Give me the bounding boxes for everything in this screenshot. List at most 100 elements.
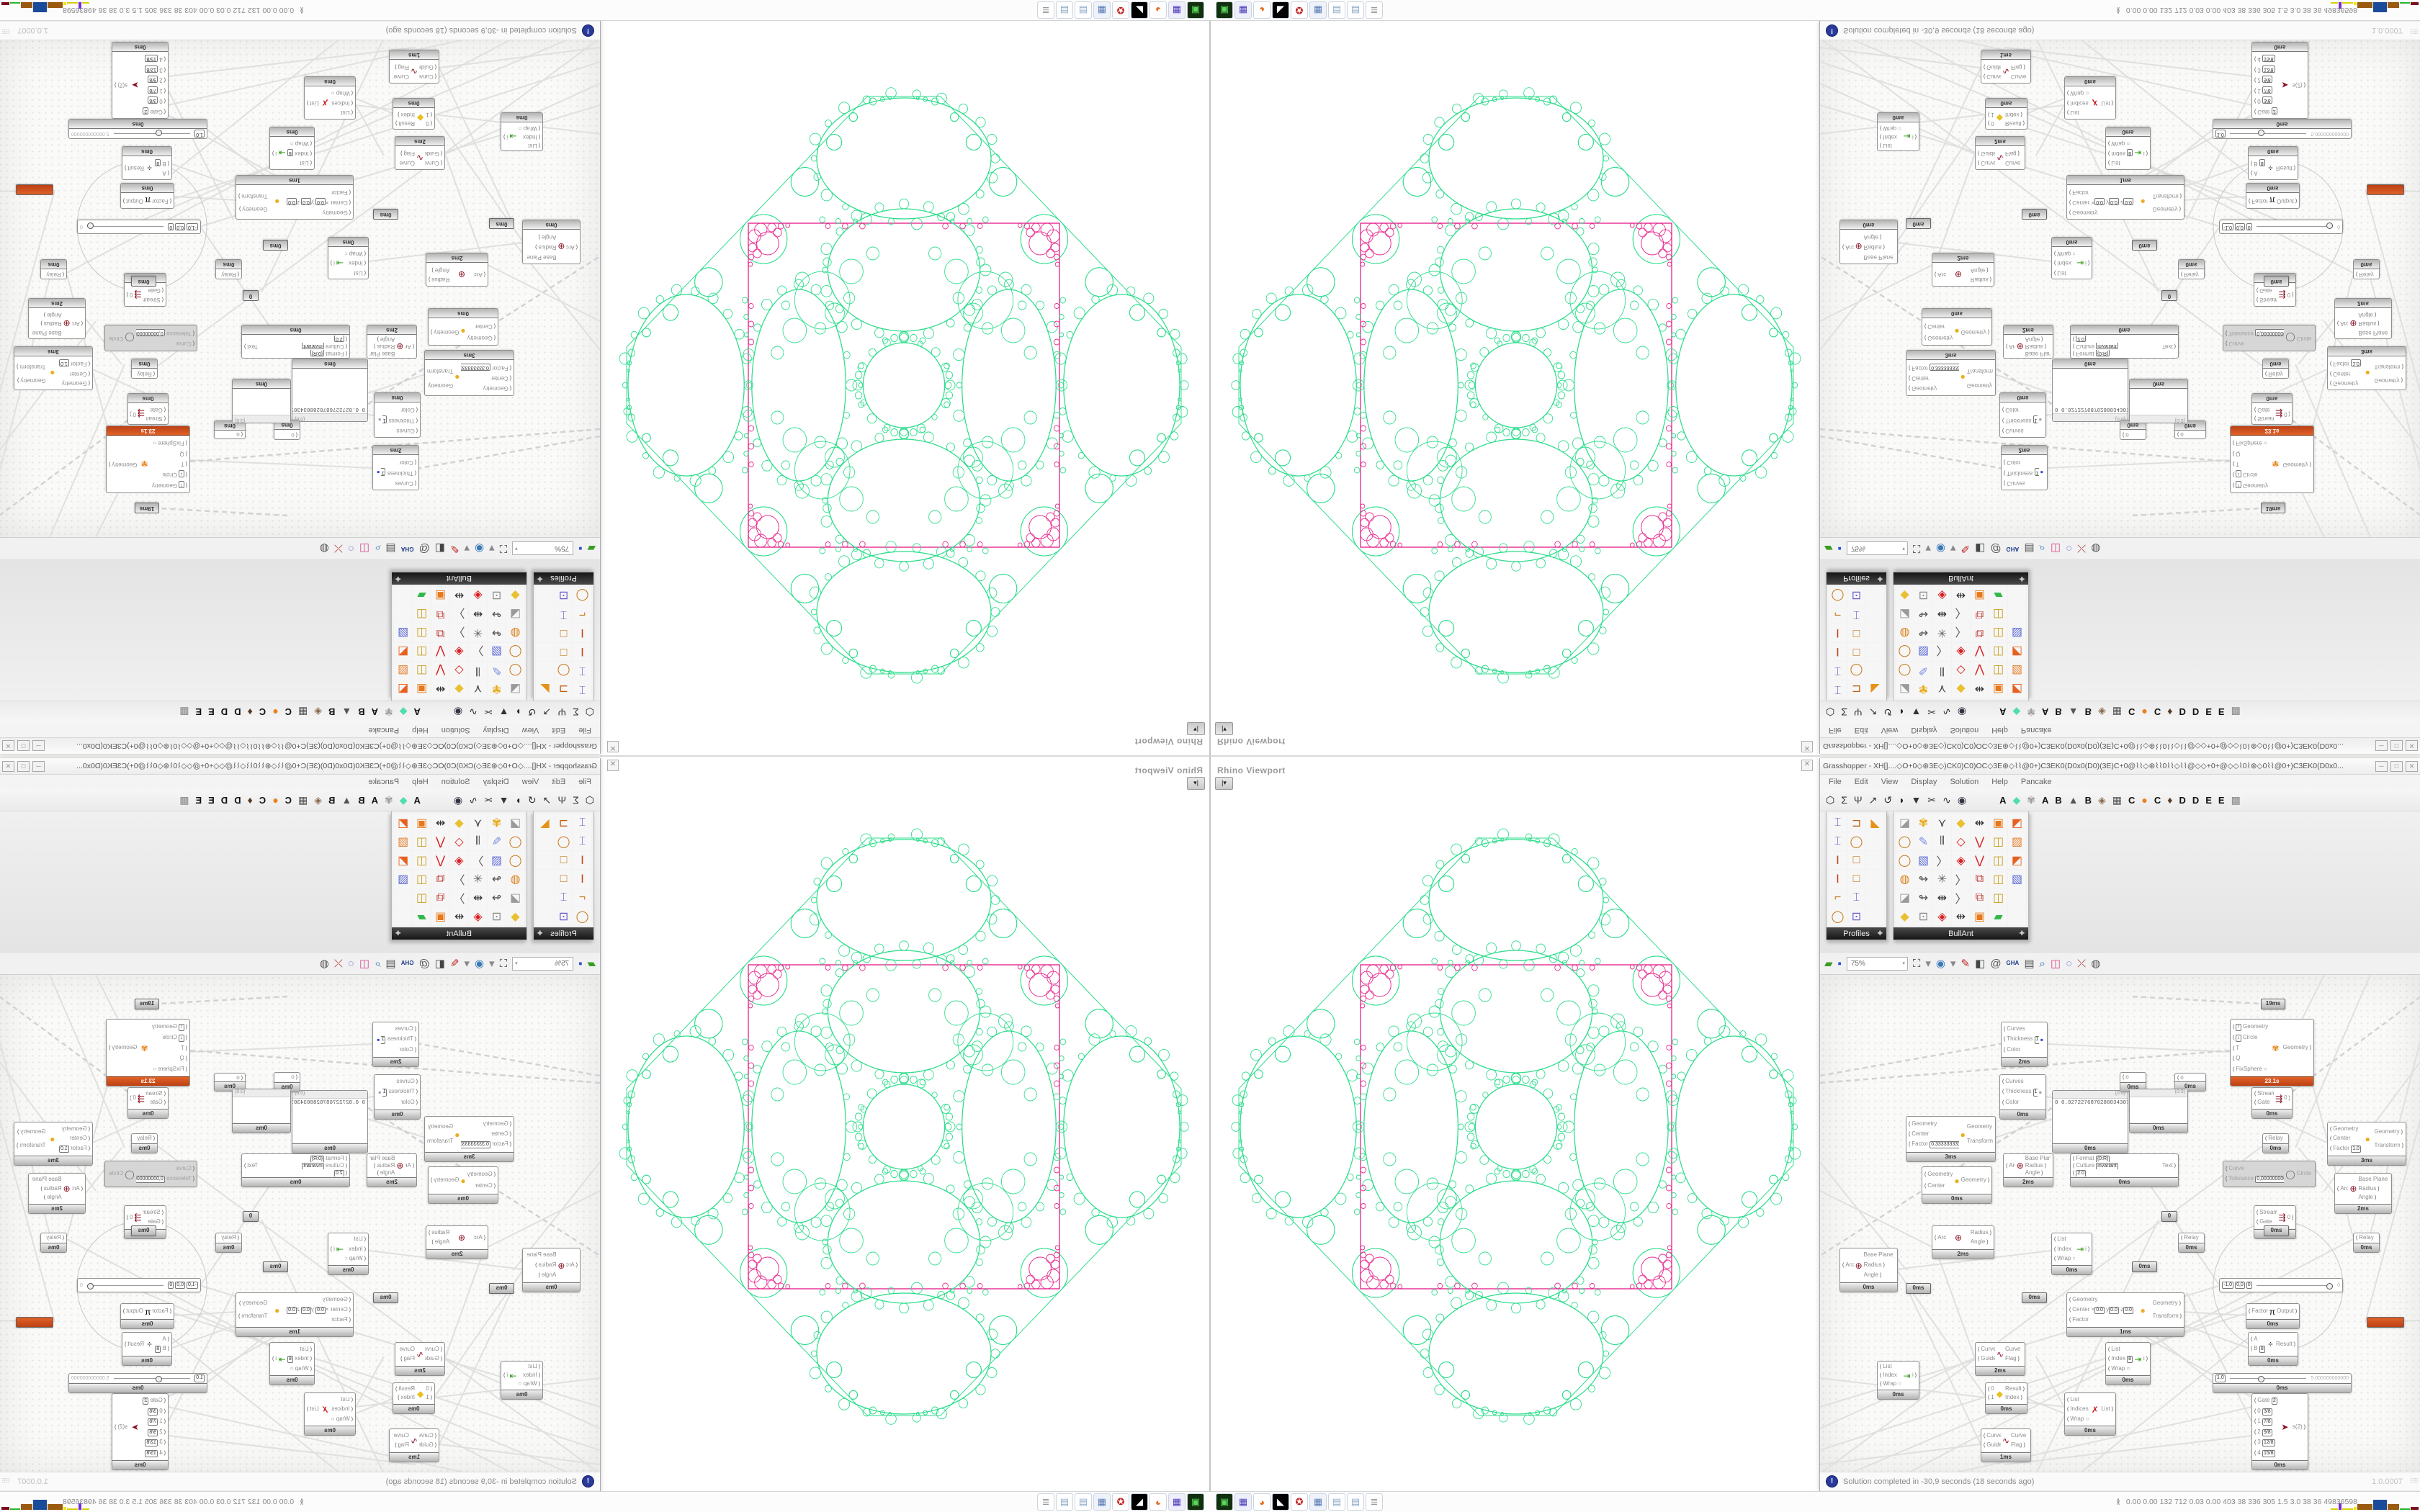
category-tab[interactable]: D: [234, 706, 241, 718]
red-badge-icon[interactable]: ✪: [1112, 1, 1129, 19]
gh-node[interactable]: ListIndex 8Wrap ○⇥i0ms: [2105, 127, 2151, 170]
component-icon[interactable]: [536, 606, 554, 624]
component-icon[interactable]: ◣: [1866, 680, 1884, 698]
toolbar-icon[interactable]: ∿: [469, 706, 478, 718]
canvas-tool-icon[interactable]: ▾: [464, 542, 470, 555]
gh-canvas[interactable]: CurvesThickness 1.0Color▪2msCurvesThickn…: [0, 975, 600, 1474]
toolbar-icon[interactable]: ▼: [498, 794, 509, 806]
gh-node[interactable]: AB 8÷Result0ms: [122, 146, 172, 180]
gh-node[interactable]: CurvesThickness 1.0Color▪0ms: [1999, 392, 2046, 438]
component-icon[interactable]: ⌶: [1829, 814, 1847, 832]
component-icon[interactable]: Ⅰ: [1829, 643, 1847, 661]
component-icon[interactable]: ◫: [413, 870, 431, 888]
component-icon[interactable]: ↬: [488, 870, 506, 888]
component-icon[interactable]: ▰: [413, 907, 431, 925]
component-icon[interactable]: Ⅰ: [573, 643, 591, 661]
grasshopper-titlebar[interactable]: Grasshopper - XH[]....◇O+0◇⊛3E◇)CK0)C0)O…: [0, 737, 600, 754]
canvas-tool-icon[interactable]: GHA: [400, 546, 414, 552]
menu-item-file[interactable]: File: [1829, 778, 1842, 786]
gh-node[interactable]: Arc⊕Base PlaneRadiusAngle2ms: [28, 1173, 86, 1214]
gh-node[interactable]: Arc⊕RadiusAngle2ms: [426, 253, 488, 287]
component-icon[interactable]: ▣: [431, 587, 449, 605]
gh-node[interactable]: 1.0 5.000000000000 0ms: [68, 119, 207, 139]
category-tab[interactable]: ▦: [297, 706, 308, 718]
menu-item-solution[interactable]: Solution: [1950, 726, 1979, 734]
component-icon[interactable]: [1866, 662, 1884, 680]
gh-node[interactable]: {0;0} 0ms: [2129, 1089, 2188, 1133]
zoom-level-box[interactable]: 75% ▾: [512, 956, 574, 971]
component-icon[interactable]: ⦀: [469, 662, 487, 680]
category-tab[interactable]: D: [2192, 794, 2200, 806]
canvas-tool-icon[interactable]: ⌕: [2039, 957, 2045, 970]
component-icon[interactable]: ⇹: [469, 606, 487, 624]
menu-item-edit[interactable]: Edit: [552, 726, 566, 734]
gh-node[interactable]: FactorπOutput0ms: [120, 1303, 174, 1329]
menu-item-display[interactable]: Display: [483, 726, 509, 734]
component-icon[interactable]: ◫: [1989, 832, 2007, 850]
component-icon[interactable]: 〉: [1952, 888, 1970, 906]
category-tab[interactable]: A: [371, 706, 379, 718]
gh-capsule-node[interactable]: 0ms: [489, 1283, 514, 1294]
category-tab[interactable]: ◈: [2098, 706, 2106, 718]
component-icon[interactable]: 〉: [450, 888, 468, 906]
component-icon[interactable]: [1866, 606, 1884, 624]
gh-node[interactable]: AB 8÷Result0ms: [2248, 146, 2298, 180]
gh-capsule-node[interactable]: 0ms: [131, 1225, 156, 1236]
canvas-tool-icon[interactable]: ○: [347, 542, 354, 555]
zoom-level-box[interactable]: 75% ▾: [1846, 541, 1908, 556]
notepad-icon[interactable]: ▤: [1328, 1493, 1345, 1511]
component-icon[interactable]: ⇹: [1971, 814, 1989, 832]
canvas-tool-icon[interactable]: ✎: [449, 957, 460, 970]
component-icon[interactable]: ◫: [413, 662, 431, 680]
component-icon[interactable]: 〉: [1952, 606, 1970, 624]
component-icon[interactable]: ↬: [488, 624, 506, 642]
component-icon[interactable]: ⌶: [573, 680, 591, 698]
category-tab[interactable]: ✾: [385, 794, 393, 806]
canvas-tool-icon[interactable]: ✎: [1960, 542, 1971, 555]
category-tab[interactable]: ▩: [179, 706, 189, 718]
component-icon[interactable]: ◫: [1989, 870, 2007, 888]
component-icon[interactable]: ⧉: [431, 606, 449, 624]
gh-node[interactable]: Format {0:R}Culture invariant2.0Text0ms: [241, 1153, 350, 1187]
component-icon[interactable]: ◈: [469, 907, 487, 925]
toolbar-icon[interactable]: ↗: [542, 794, 552, 806]
component-icon[interactable]: ✾: [1914, 680, 1932, 698]
gh-node[interactable]: GeometryCenterFactor 1.0●GeometryTransfo…: [14, 346, 93, 390]
component-icon[interactable]: ✎: [1914, 832, 1932, 850]
component-icon[interactable]: ▧: [488, 643, 506, 661]
component-icon[interactable]: ◇: [1952, 832, 1970, 850]
category-tab[interactable]: C: [284, 794, 292, 806]
gh-node[interactable]: Gate 20 3/81 7/82 9/83 12/84 15/8➤s(2)0m…: [112, 1393, 169, 1470]
toolbar-icon[interactable]: Ψ: [1853, 706, 1863, 718]
category-tab[interactable]: ✾: [385, 706, 393, 718]
toolbar-icon[interactable]: ↺: [1883, 794, 1893, 806]
canvas-tool-icon[interactable]: @: [1990, 542, 2002, 555]
canvas-tool-icon[interactable]: ⌕: [2039, 542, 2045, 555]
gh-node[interactable]: ListIndex 8Wrap ○⇥i0ms: [2105, 1342, 2151, 1385]
close-button[interactable]: ✕: [2, 740, 14, 752]
gh-node[interactable]: ListIndex 8Wrap ○⇥i0ms: [269, 1342, 315, 1385]
component-icon[interactable]: ◣: [1866, 814, 1884, 832]
component-icon[interactable]: ◫: [1989, 643, 2007, 661]
canvas-tool-icon[interactable]: ○: [2066, 957, 2073, 970]
component-icon[interactable]: ⧉: [431, 624, 449, 642]
component-icon[interactable]: ⦀: [469, 832, 487, 850]
component-icon[interactable]: ◫: [413, 643, 431, 661]
component-icon[interactable]: ⇹: [450, 907, 468, 925]
gh-node[interactable]: -1,0 0,0 0 0: [77, 220, 201, 234]
component-icon[interactable]: ⌶: [1829, 832, 1847, 850]
component-icon[interactable]: ◈: [1933, 587, 1951, 605]
component-icon[interactable]: ▧: [488, 851, 506, 869]
component-icon[interactable]: ⌐: [1829, 606, 1847, 624]
category-tab[interactable]: D: [220, 706, 228, 718]
component-icon[interactable]: ⋁: [431, 832, 449, 850]
category-tab[interactable]: D: [220, 794, 228, 806]
canvas-tool-icon[interactable]: @: [418, 542, 430, 555]
component-icon[interactable]: □: [1847, 870, 1865, 888]
toolbar-icon[interactable]: ◉: [1957, 706, 1967, 718]
component-icon[interactable]: ⧉: [1971, 870, 1989, 888]
palette-expand-icon[interactable]: ✚: [395, 575, 401, 582]
component-icon[interactable]: 〉: [1952, 870, 1970, 888]
